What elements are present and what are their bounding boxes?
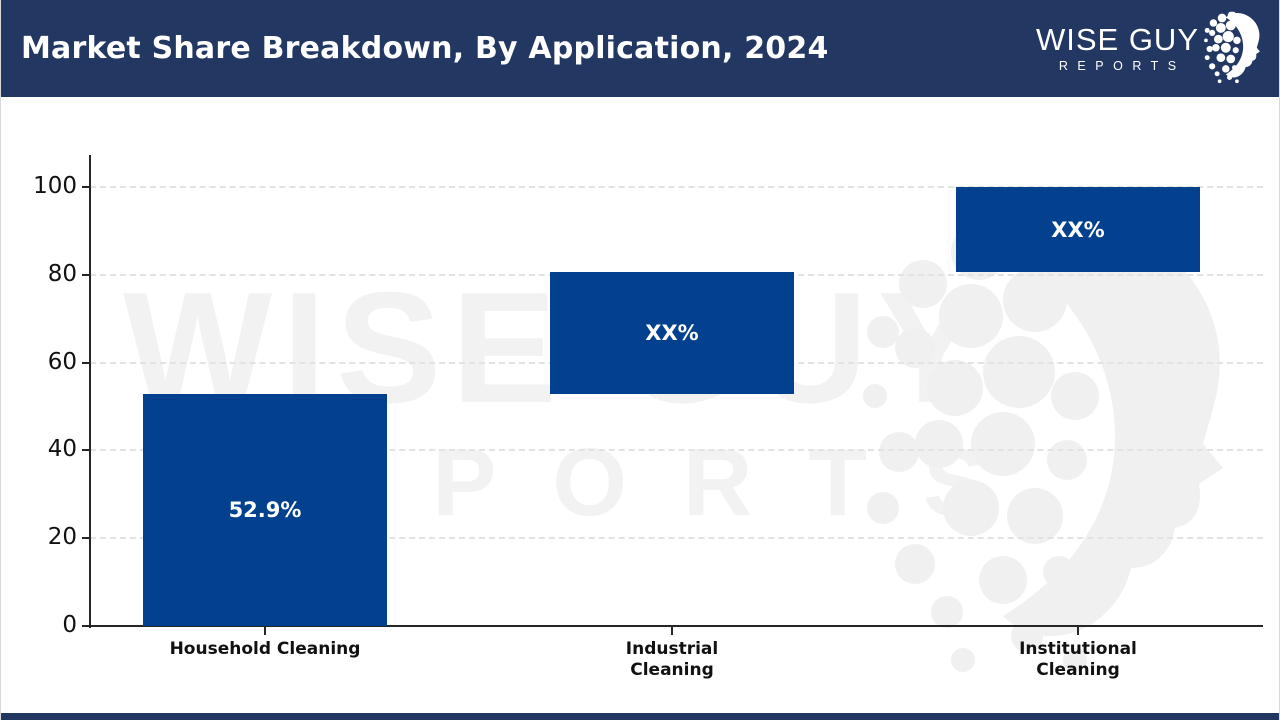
header-bar: Market Share Breakdown, By Application, … (1, 0, 1279, 97)
y-tick-mark-0 (82, 625, 90, 627)
dotted-head-icon (1201, 9, 1263, 89)
y-tick-label-100: 100 (33, 173, 77, 199)
watermark-head-icon (843, 212, 1243, 692)
x-category-label-1: Industrial Cleaning (532, 639, 812, 680)
x-category-label-2: Institutional Cleaning (938, 639, 1218, 680)
footer-bar (1, 713, 1279, 720)
logo-subtitle: REPORTS (1058, 59, 1186, 74)
bar-value-label: XX% (645, 320, 699, 345)
y-tick-mark-100 (82, 186, 90, 188)
y-tick-label-20: 20 (47, 524, 77, 551)
bar-household-cleaning: 52.9% (143, 393, 387, 626)
logo-wordmark: WISE GUY (1035, 22, 1199, 58)
gridline-20 (90, 537, 1263, 540)
y-tick-label-60: 60 (47, 348, 77, 375)
bar-value-label: XX% (1051, 217, 1105, 242)
bar-industrial-cleaning: XX% (550, 272, 794, 394)
x-category-label-line: Cleaning (630, 659, 714, 680)
y-tick-label-0: 0 (62, 612, 77, 638)
gridline-100 (90, 186, 1263, 188)
bar-institutional-cleaning: XX% (956, 187, 1200, 273)
logo-text: WISE GUY REPORTS (1036, 24, 1199, 73)
x-tick-mark-2 (1077, 627, 1079, 635)
x-axis-line (90, 625, 1263, 627)
x-category-label-line: Cleaning (1036, 659, 1120, 680)
x-category-label-line: Industrial (625, 639, 719, 659)
x-category-label-line: Institutional (1019, 639, 1137, 659)
bar-value-label: 52.9% (228, 497, 302, 522)
x-category-label-0: Household Cleaning (125, 639, 405, 660)
y-tick-mark-80 (82, 273, 90, 276)
x-category-label-line: Household Cleaning (169, 639, 361, 659)
x-tick-mark-0 (264, 627, 266, 635)
y-tick-mark-60 (82, 361, 90, 364)
chart-title: Market Share Breakdown, By Application, … (21, 31, 829, 66)
y-axis-line (89, 155, 91, 628)
x-tick-mark-1 (671, 627, 673, 635)
y-tick-mark-20 (82, 537, 90, 540)
y-tick-mark-40 (82, 449, 90, 452)
y-tick-label-80: 80 (47, 260, 77, 287)
wise-guy-reports-logo: WISE GUY REPORTS (1036, 9, 1263, 89)
gridline-40 (90, 449, 1263, 452)
y-tick-label-40: 40 (47, 436, 77, 463)
